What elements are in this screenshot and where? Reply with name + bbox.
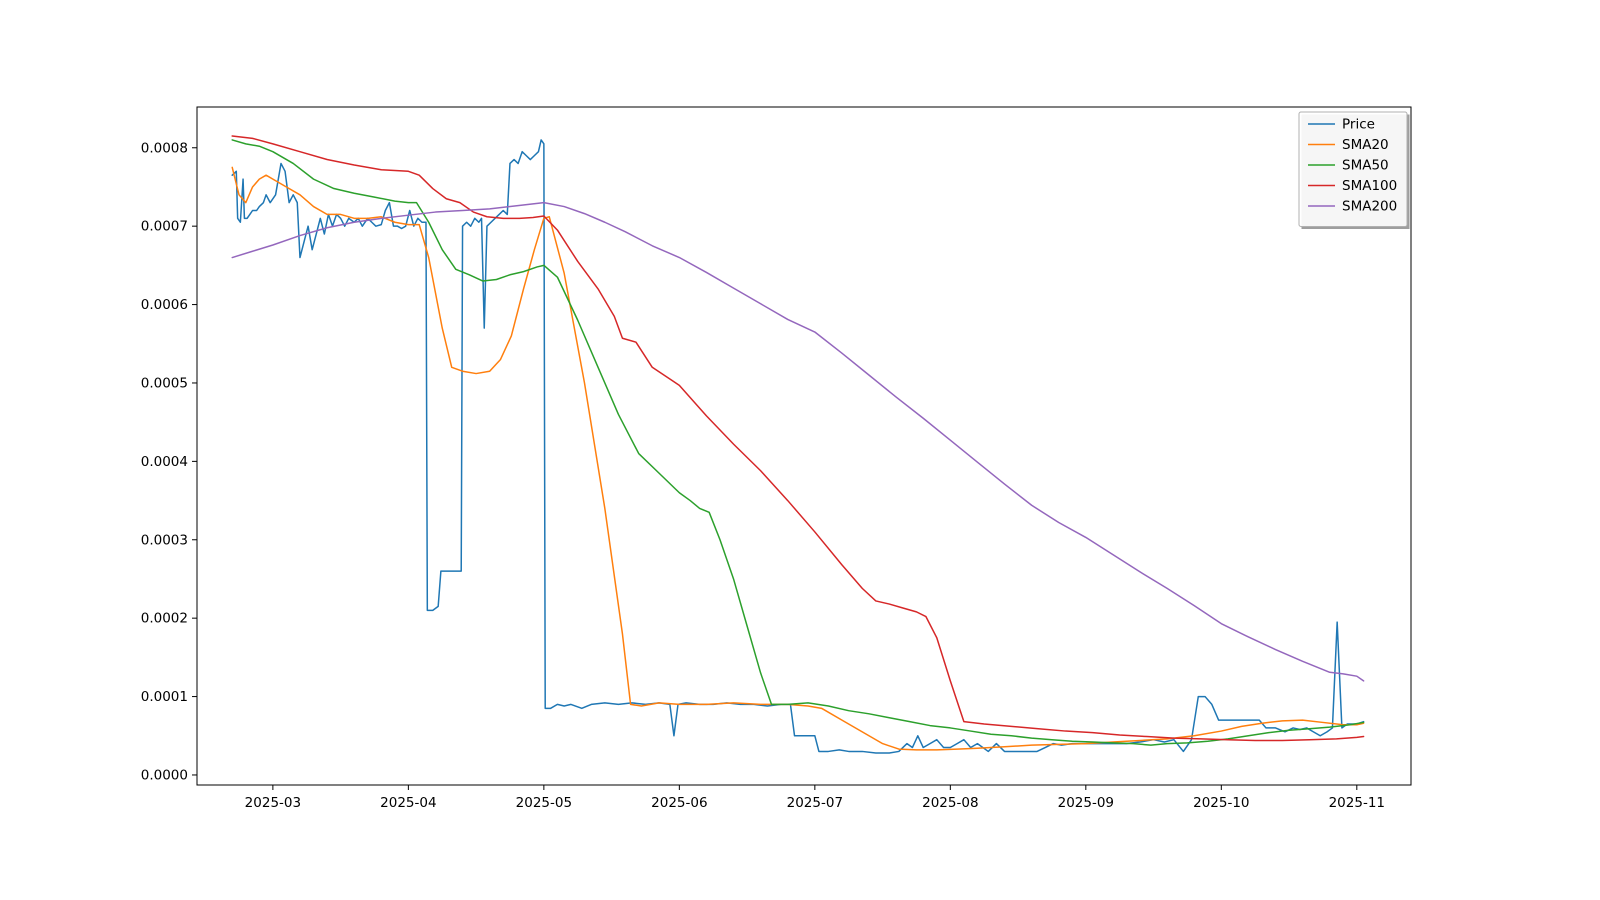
- legend-label-sma20: SMA20: [1342, 137, 1389, 153]
- series-line-sma50: [231, 139, 1365, 746]
- legend-label-sma50: SMA50: [1342, 158, 1389, 174]
- legend-label-sma100: SMA100: [1342, 178, 1397, 194]
- series-group: [231, 135, 1365, 754]
- x-tick-label: 2025-08: [922, 795, 978, 811]
- axes-frame: [196, 106, 1412, 786]
- x-tick-label: 2025-10: [1193, 795, 1249, 811]
- legend-label-sma200: SMA200: [1342, 199, 1397, 215]
- y-tick-label: 0.0003: [141, 532, 188, 548]
- legend: Price SMA20 SMA50 SMA100 SMA200: [1298, 111, 1410, 229]
- y-tick-label: 0.0001: [141, 689, 188, 705]
- x-tick-label: 2025-07: [787, 795, 843, 811]
- x-tick-label: 2025-09: [1058, 795, 1114, 811]
- series-line-sma20: [231, 166, 1365, 751]
- plot-area: [197, 107, 1411, 785]
- y-tick-label: 0.0005: [141, 375, 188, 391]
- y-tick-label: 0.0007: [141, 219, 188, 235]
- y-tick-label: 0.0006: [141, 297, 188, 313]
- x-tick-label: 2025-11: [1329, 795, 1385, 811]
- x-tick-label: 2025-05: [516, 795, 572, 811]
- series-line-sma100: [231, 135, 1365, 742]
- x-tick-label: 2025-06: [651, 795, 707, 811]
- y-tick-label: 0.0008: [141, 140, 188, 156]
- y-tick-label: 0.0000: [141, 767, 188, 783]
- y-axis: 0.0000 0.0001 0.0002 0.0003 0.0004 0.0005 0.00…: [141, 140, 197, 783]
- x-tick-label: 2025-04: [380, 795, 436, 811]
- series-line-price: [231, 139, 1365, 754]
- legend-box: [1298, 111, 1408, 227]
- x-tick-label: 2025-03: [245, 795, 301, 811]
- x-axis: 2025-03 2025-04 2025-05 2025-06 2025-07 2025-…: [245, 785, 1385, 811]
- y-tick-label: 0.0004: [141, 454, 188, 470]
- series-line-sma200: [231, 201, 1365, 682]
- legend-label-price: Price: [1342, 117, 1375, 133]
- y-tick-label: 0.0002: [141, 611, 188, 627]
